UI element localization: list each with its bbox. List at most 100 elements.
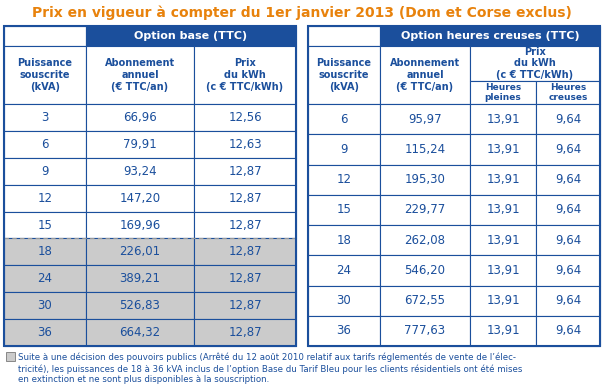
Text: 13,91: 13,91	[486, 294, 520, 307]
Bar	[4, 265, 86, 292]
Bar	[4, 26, 296, 346]
Text: 79,91: 79,91	[123, 138, 157, 151]
Bar	[4, 238, 86, 265]
Text: 12,87: 12,87	[228, 299, 262, 312]
Bar	[308, 165, 380, 195]
Bar	[380, 195, 470, 225]
Text: Abonnement
annuel
(€ TTC/an): Abonnement annuel (€ TTC/an)	[105, 58, 175, 92]
Text: Heures
creuses: Heures creuses	[548, 83, 588, 102]
Bar	[308, 195, 380, 225]
Text: 12,87: 12,87	[228, 165, 262, 178]
Text: 664,32: 664,32	[120, 326, 161, 339]
Text: 12,63: 12,63	[228, 138, 262, 151]
Text: en extinction et ne sont plus disponibles à la souscription.: en extinction et ne sont plus disponible…	[18, 375, 269, 384]
Text: Heures
pleines: Heures pleines	[484, 83, 521, 102]
Text: 93,24: 93,24	[123, 165, 157, 178]
Text: 169,96: 169,96	[120, 218, 161, 232]
Bar	[536, 195, 600, 225]
Bar	[380, 225, 470, 255]
Bar	[380, 26, 600, 46]
Bar	[380, 46, 470, 104]
Text: 24: 24	[336, 264, 352, 277]
Bar	[536, 255, 600, 285]
Bar	[380, 255, 470, 285]
Bar	[4, 26, 86, 46]
Bar	[380, 316, 470, 346]
Bar	[308, 26, 380, 46]
Bar	[308, 225, 380, 255]
Bar	[308, 104, 380, 134]
Bar	[536, 316, 600, 346]
Bar	[86, 46, 194, 104]
Bar	[470, 285, 536, 316]
Text: 13,91: 13,91	[486, 173, 520, 186]
Text: 95,97: 95,97	[408, 113, 442, 125]
Text: 9,64: 9,64	[555, 324, 581, 338]
Bar	[380, 104, 470, 134]
Bar	[86, 158, 194, 185]
Text: 66,96: 66,96	[123, 111, 157, 124]
Bar	[470, 225, 536, 255]
Text: Option heures creuses (TTC): Option heures creuses (TTC)	[400, 31, 579, 41]
Bar	[86, 265, 194, 292]
Bar	[4, 158, 86, 185]
Text: 9,64: 9,64	[555, 294, 581, 307]
Bar	[194, 292, 296, 319]
Bar	[470, 46, 600, 81]
Text: 195,30: 195,30	[405, 173, 445, 186]
Text: 12: 12	[37, 192, 53, 205]
Bar	[194, 238, 296, 265]
Bar	[194, 46, 296, 104]
Bar	[194, 158, 296, 185]
Bar	[470, 165, 536, 195]
Bar	[86, 104, 194, 131]
Bar	[4, 212, 86, 238]
Bar	[86, 131, 194, 158]
Bar	[308, 316, 380, 346]
Bar	[194, 319, 296, 346]
Text: 672,55: 672,55	[405, 294, 446, 307]
Bar	[470, 104, 536, 134]
Text: 9,64: 9,64	[555, 113, 581, 125]
Text: 115,24: 115,24	[405, 143, 446, 156]
Bar	[470, 316, 536, 346]
Bar	[4, 292, 86, 319]
Bar	[4, 46, 86, 104]
Text: 777,63: 777,63	[405, 324, 446, 338]
Text: Suite à une décision des pouvoirs publics (Arrêté du 12 août 2010 relatif aux ta: Suite à une décision des pouvoirs public…	[18, 353, 516, 363]
Text: 9,64: 9,64	[555, 234, 581, 247]
Text: 18: 18	[37, 245, 53, 258]
Bar	[536, 225, 600, 255]
Text: 13,91: 13,91	[486, 143, 520, 156]
Bar	[536, 134, 600, 165]
Text: 30: 30	[37, 299, 53, 312]
Bar	[86, 238, 194, 265]
Text: 6: 6	[340, 113, 348, 125]
Text: 13,91: 13,91	[486, 264, 520, 277]
Bar	[308, 134, 380, 165]
Text: 13,91: 13,91	[486, 234, 520, 247]
Bar	[380, 165, 470, 195]
Text: 6: 6	[41, 138, 49, 151]
Text: 12: 12	[336, 173, 352, 186]
Text: Puissance
souscrite
(kVA): Puissance souscrite (kVA)	[316, 58, 371, 92]
Text: Prix
du kWh
(c € TTC/kWh): Prix du kWh (c € TTC/kWh)	[207, 58, 283, 92]
Bar	[536, 285, 600, 316]
Bar	[86, 185, 194, 212]
Bar	[536, 165, 600, 195]
Bar	[536, 104, 600, 134]
Bar	[86, 26, 296, 46]
Text: 9: 9	[41, 165, 49, 178]
Text: tricité), les puissances de 18 à 36 kVA inclus de l’option Base du Tarif Bleu po: tricité), les puissances de 18 à 36 kVA …	[18, 364, 522, 374]
Text: 9,64: 9,64	[555, 203, 581, 216]
Text: 229,77: 229,77	[404, 203, 446, 216]
Text: 24: 24	[37, 272, 53, 285]
Text: 15: 15	[37, 218, 53, 232]
Text: Prix en vigueur à compter du 1er janvier 2013 (Dom et Corse exclus): Prix en vigueur à compter du 1er janvier…	[32, 5, 572, 20]
Text: 36: 36	[37, 326, 53, 339]
Bar	[194, 104, 296, 131]
Text: 18: 18	[336, 234, 352, 247]
Text: 9,64: 9,64	[555, 173, 581, 186]
Text: 30: 30	[336, 294, 352, 307]
Bar	[470, 195, 536, 225]
